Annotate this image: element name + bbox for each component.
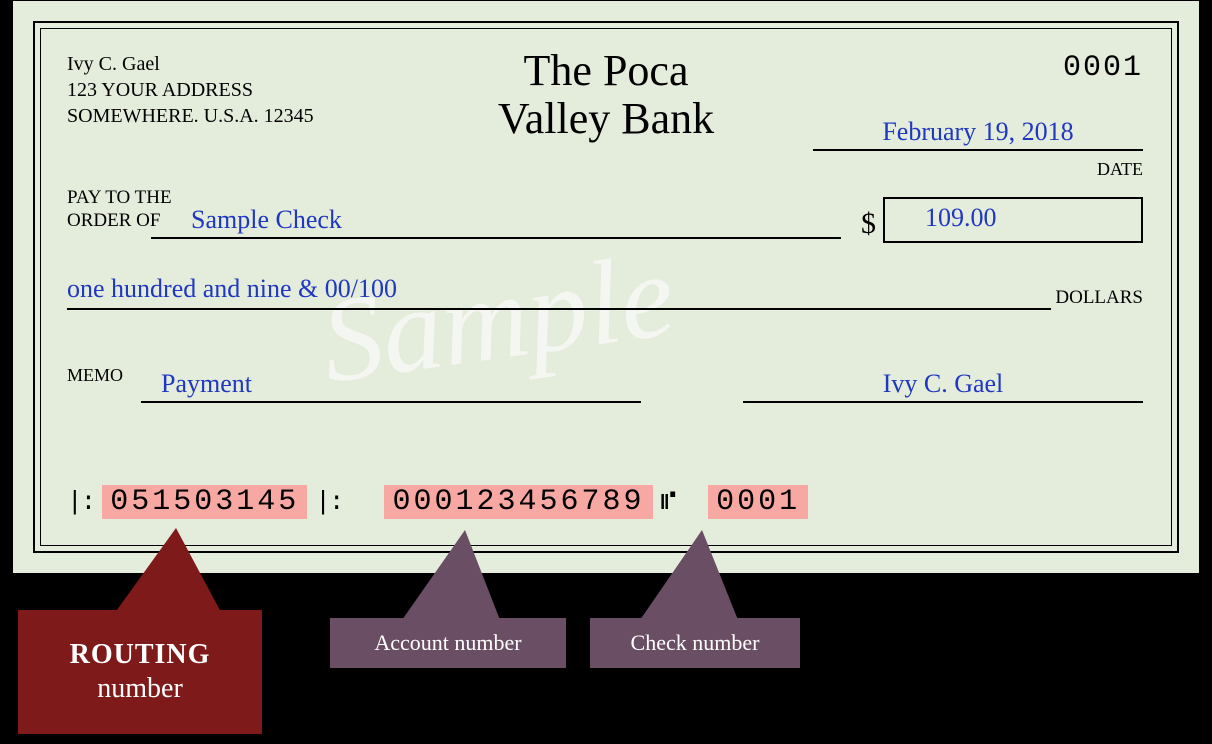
amount-words-field: one hundred and nine & 00/100 [67,274,1051,310]
bank-name-line1: The Poca [41,47,1171,95]
account-callout: Account number [330,618,566,668]
payee-value: Sample Check [191,205,342,234]
memo-field: Payment [141,369,641,403]
check-container: Sample Ivy C. Gael 123 YOUR ADDRESS SOME… [12,0,1200,574]
memo-value: Payment [161,369,252,398]
dollar-sign: $ [861,207,876,241]
amount-numeric-value: 109.00 [925,203,997,232]
check-number-top: 0001 [1063,51,1143,85]
amount-words-value: one hundred and nine & 00/100 [67,274,397,303]
checknum-callout-label: Check number [631,630,760,656]
signature-field: Ivy C. Gael [743,369,1143,403]
check-number-micr: 0001 [708,485,808,519]
micr-symbol-icon: |: [67,487,94,517]
routing-callout-line1: ROUTING [70,638,211,672]
amount-numeric-box: 109.00 [883,197,1143,243]
account-number: 000123456789 [384,485,652,519]
date-field: February 19, 2018 [813,117,1143,151]
checknum-callout: Check number [590,618,800,668]
micr-dash-icon: ⑈ [661,487,675,517]
date-label: DATE [1097,159,1143,180]
date-value: February 19, 2018 [882,117,1073,146]
micr-line: |: 051503145 |: 000123456789 ⑈ 0001 [67,485,808,519]
routing-callout: ROUTING number [18,610,262,734]
signature-value: Ivy C. Gael [883,369,1004,398]
check-border-outer: Sample Ivy C. Gael 123 YOUR ADDRESS SOME… [33,21,1179,553]
payee-field: Sample Check [151,205,841,239]
account-callout-label: Account number [374,630,521,656]
memo-label: MEMO [67,365,123,386]
routing-number: 051503145 [102,485,307,519]
routing-callout-line2: number [97,672,183,706]
dollars-label: DOLLARS [1055,287,1143,309]
check-border-inner: Sample Ivy C. Gael 123 YOUR ADDRESS SOME… [40,28,1172,546]
micr-symbol-icon: |: [315,487,342,517]
